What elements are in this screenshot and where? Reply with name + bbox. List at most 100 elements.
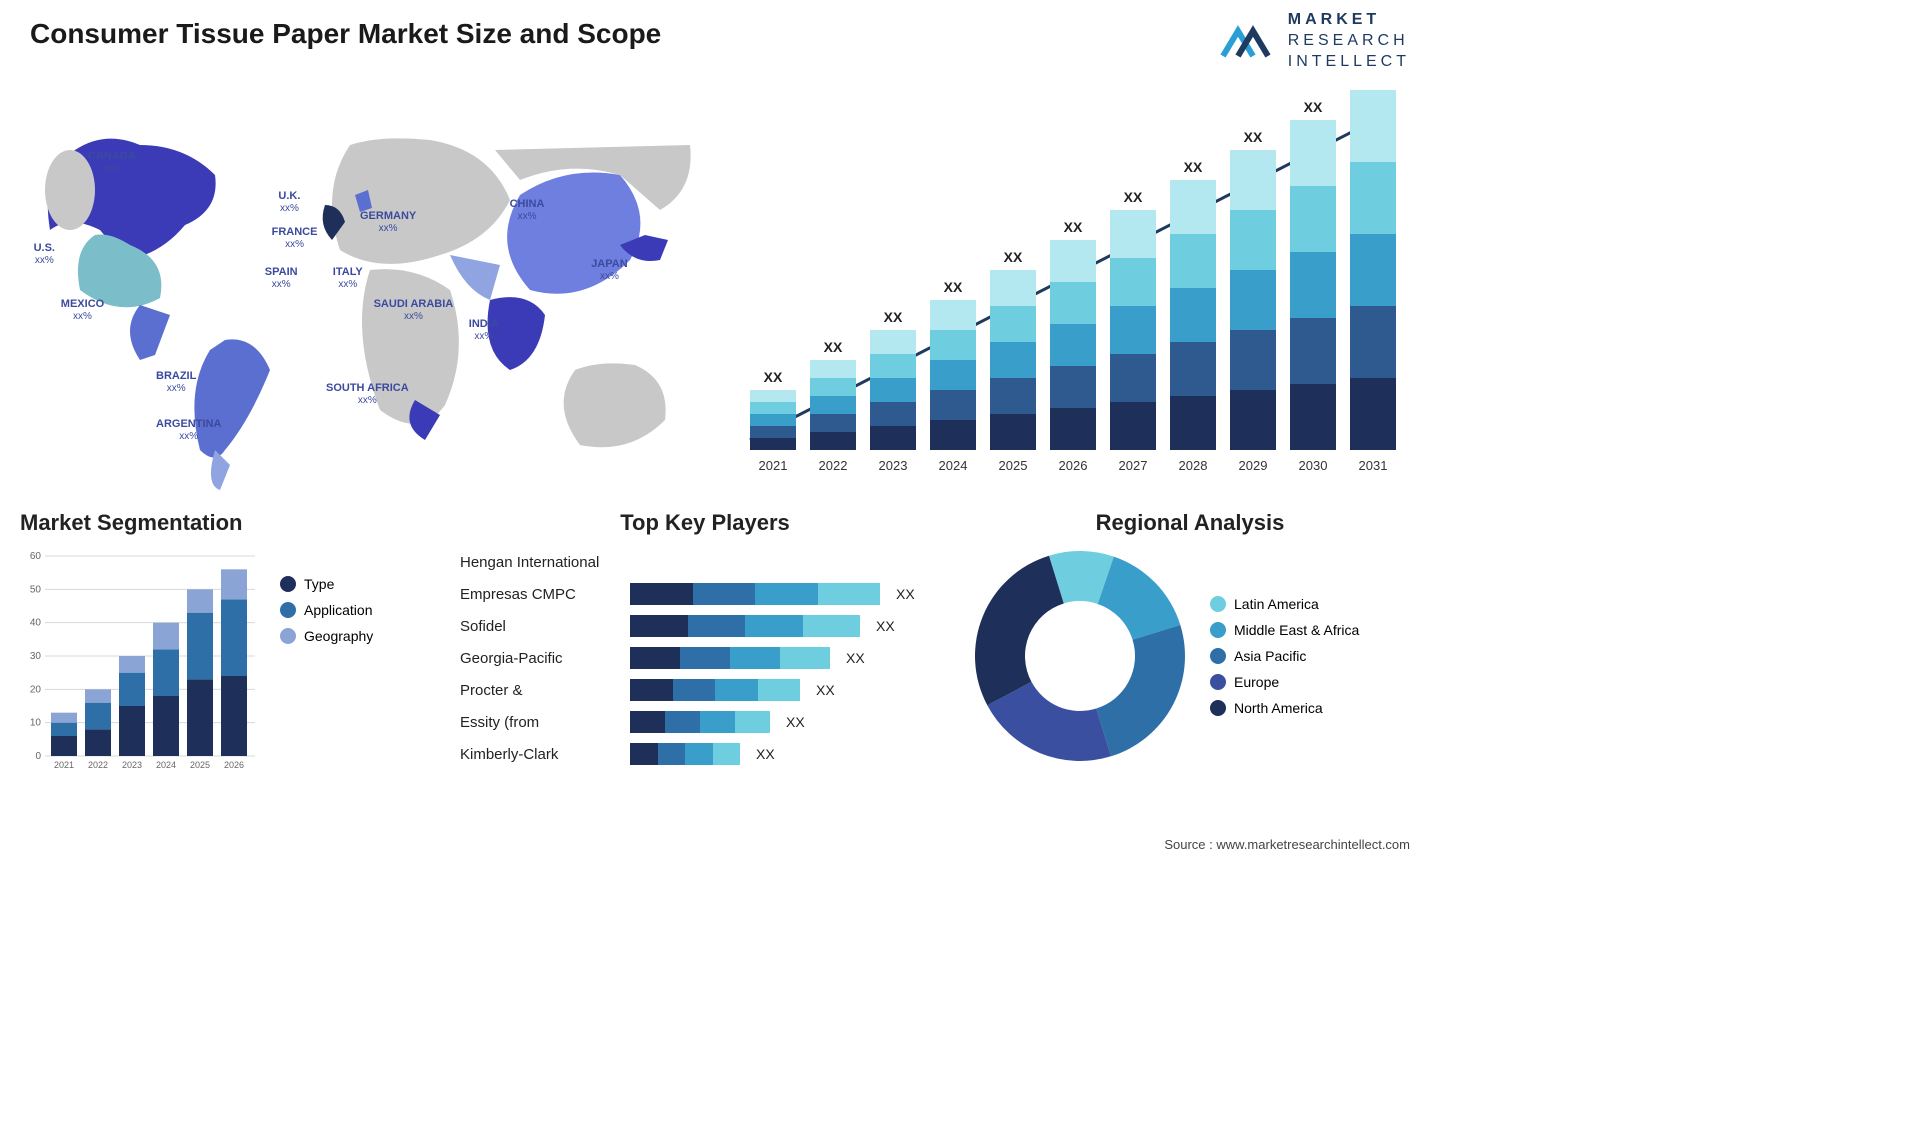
regional-legend-item: North America: [1210, 700, 1359, 716]
growth-bar-value: XX: [1244, 129, 1263, 145]
player-row: Empresas CMPCXX: [460, 578, 950, 610]
segmentation-panel: Market Segmentation 0102030405060 202120…: [20, 510, 440, 776]
map-label-brazil: BRAZILxx%: [156, 370, 196, 394]
growth-bar-segment: [990, 378, 1036, 414]
svg-text:50: 50: [30, 584, 42, 595]
growth-bar-segment: [1050, 366, 1096, 408]
svg-text:2026: 2026: [224, 760, 244, 770]
source-text: Source : www.marketresearchintellect.com: [1164, 837, 1410, 852]
growth-bar-segment: [930, 420, 976, 450]
player-bar: [630, 615, 860, 637]
growth-bar-segment: [1170, 234, 1216, 288]
growth-axis-year: 2030: [1299, 458, 1328, 473]
regional-title: Regional Analysis: [970, 510, 1410, 536]
player-bar: [630, 711, 770, 733]
player-value: XX: [896, 586, 915, 602]
map-label-spain: SPAINxx%: [265, 266, 298, 290]
logo-icon: [1218, 16, 1278, 66]
svg-text:60: 60: [30, 551, 42, 562]
seg-bar-segment: [85, 703, 111, 730]
seg-bar-segment: [119, 706, 145, 756]
donut-segment: [1096, 625, 1185, 756]
svg-text:20: 20: [30, 684, 42, 695]
growth-bar-segment: [990, 342, 1036, 378]
map-label-south-africa: SOUTH AFRICAxx%: [326, 382, 409, 406]
growth-bar-value: XX: [1304, 99, 1323, 115]
growth-bar-segment: [870, 354, 916, 378]
player-row: Essity (from XX: [460, 706, 950, 738]
player-bar: [630, 679, 800, 701]
growth-bar-value: XX: [764, 369, 783, 385]
growth-bar-segment: [810, 414, 856, 432]
player-bar: [630, 583, 880, 605]
player-name: Essity (from: [460, 714, 620, 731]
growth-bar-segment: [1230, 330, 1276, 390]
seg-bar-segment: [119, 656, 145, 673]
growth-axis-year: 2024: [939, 458, 968, 473]
growth-bar-segment: [1230, 270, 1276, 330]
growth-bar-segment: [1110, 210, 1156, 258]
growth-bar-value: XX: [944, 279, 963, 295]
growth-bar-segment: [930, 330, 976, 360]
svg-text:30: 30: [30, 651, 42, 662]
page-title: Consumer Tissue Paper Market Size and Sc…: [30, 18, 661, 50]
growth-axis-year: 2029: [1239, 458, 1268, 473]
player-value: XX: [786, 714, 805, 730]
seg-bar-segment: [153, 623, 179, 650]
donut-segment: [1098, 557, 1181, 640]
growth-bar-segment: [810, 378, 856, 396]
brand-logo: MARKET RESEARCH INTELLECT: [1218, 10, 1410, 72]
player-row: Hengan International: [460, 546, 950, 578]
player-value: XX: [846, 650, 865, 666]
growth-bar-segment: [870, 378, 916, 402]
logo-line-3: INTELLECT: [1288, 52, 1410, 73]
seg-bar-segment: [51, 713, 77, 723]
world-map-panel: CANADAxx%U.S.xx%MEXICOxx%BRAZILxx%ARGENT…: [20, 90, 700, 490]
growth-bar-segment: [750, 426, 796, 438]
growth-axis-year: 2026: [1059, 458, 1088, 473]
player-value: XX: [756, 746, 775, 762]
player-row: Georgia-PacificXX: [460, 642, 950, 674]
growth-bar-segment: [1350, 162, 1396, 234]
growth-bar-segment: [870, 426, 916, 450]
map-label-u-k-: U.K.xx%: [278, 190, 300, 214]
seg-bar-segment: [221, 599, 247, 676]
regional-legend-item: Latin America: [1210, 596, 1359, 612]
growth-bar-segment: [870, 330, 916, 354]
growth-bar-segment: [1050, 408, 1096, 450]
logo-line-1: MARKET: [1288, 10, 1410, 31]
growth-bar-segment: [1110, 354, 1156, 402]
player-bar: [630, 647, 830, 669]
growth-bar-value: XX: [884, 309, 903, 325]
segmentation-chart: 0102030405060 202120222023202420252026: [20, 546, 260, 776]
svg-text:0: 0: [35, 751, 41, 762]
players-chart: Hengan InternationalEmpresas CMPCXXSofid…: [460, 546, 950, 770]
growth-axis-year: 2021: [759, 458, 788, 473]
growth-bar-segment: [990, 306, 1036, 342]
growth-bar-segment: [930, 390, 976, 420]
growth-bar-segment: [750, 390, 796, 402]
player-row: Kimberly-ClarkXX: [460, 738, 950, 770]
growth-bar-segment: [1110, 306, 1156, 354]
map-label-japan: JAPANxx%: [591, 258, 627, 282]
segmentation-title: Market Segmentation: [20, 510, 440, 536]
growth-bar-segment: [1050, 240, 1096, 282]
seg-bar-segment: [187, 589, 213, 612]
seg-bar-segment: [221, 676, 247, 756]
growth-bar-segment: [810, 360, 856, 378]
seg-bar-segment: [85, 689, 111, 702]
svg-text:2023: 2023: [122, 760, 142, 770]
growth-bar-segment: [930, 360, 976, 390]
player-name: Hengan International: [460, 554, 620, 571]
map-label-argentina: ARGENTINAxx%: [156, 418, 221, 442]
growth-axis-year: 2025: [999, 458, 1028, 473]
svg-text:10: 10: [30, 718, 42, 729]
growth-bar-value: XX: [1064, 219, 1083, 235]
map-label-italy: ITALYxx%: [333, 266, 363, 290]
map-label-mexico: MEXICOxx%: [61, 298, 104, 322]
segmentation-legend: TypeApplicationGeography: [280, 576, 373, 776]
seg-legend-item: Application: [280, 602, 373, 618]
map-label-canada: CANADAxx%: [88, 150, 136, 174]
player-value: XX: [876, 618, 895, 634]
growth-bar-segment: [1350, 306, 1396, 378]
